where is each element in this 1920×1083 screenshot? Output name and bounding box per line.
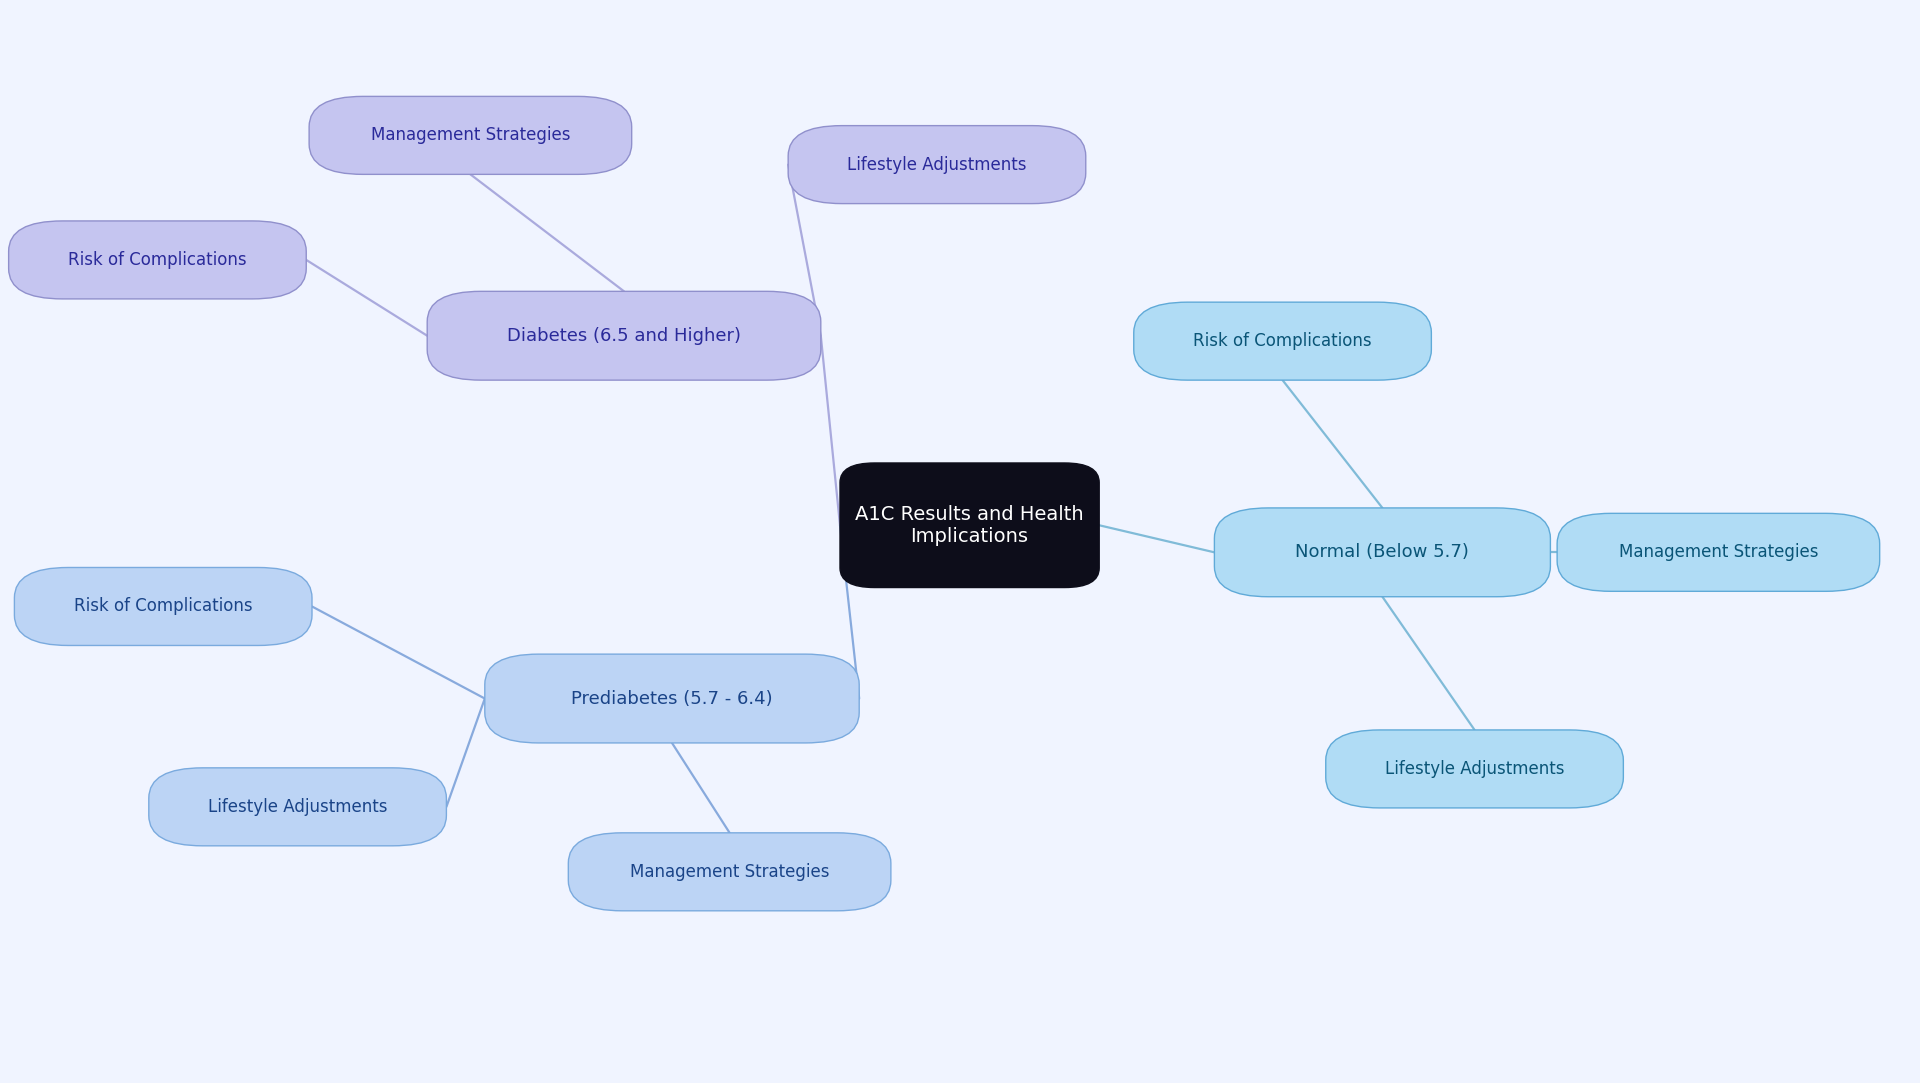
FancyBboxPatch shape — [1133, 302, 1432, 380]
Text: Lifestyle Adjustments: Lifestyle Adjustments — [847, 156, 1027, 173]
FancyBboxPatch shape — [568, 833, 891, 911]
FancyBboxPatch shape — [150, 768, 445, 846]
FancyBboxPatch shape — [309, 96, 632, 174]
Text: Prediabetes (5.7 - 6.4): Prediabetes (5.7 - 6.4) — [570, 690, 774, 707]
Text: Normal (Below 5.7): Normal (Below 5.7) — [1296, 544, 1469, 561]
Text: Risk of Complications: Risk of Complications — [73, 598, 253, 615]
Text: Management Strategies: Management Strategies — [1619, 544, 1818, 561]
FancyBboxPatch shape — [428, 291, 822, 380]
FancyBboxPatch shape — [787, 126, 1087, 204]
Text: Diabetes (6.5 and Higher): Diabetes (6.5 and Higher) — [507, 327, 741, 344]
FancyBboxPatch shape — [1325, 730, 1624, 808]
Text: A1C Results and Health
Implications: A1C Results and Health Implications — [854, 505, 1085, 546]
Text: Management Strategies: Management Strategies — [630, 863, 829, 880]
Text: Lifestyle Adjustments: Lifestyle Adjustments — [1384, 760, 1565, 778]
FancyBboxPatch shape — [1557, 513, 1880, 591]
Text: Risk of Complications: Risk of Complications — [67, 251, 248, 269]
Text: Risk of Complications: Risk of Complications — [1192, 332, 1373, 350]
FancyBboxPatch shape — [841, 464, 1098, 587]
FancyBboxPatch shape — [1213, 508, 1549, 597]
Text: Management Strategies: Management Strategies — [371, 127, 570, 144]
Text: Lifestyle Adjustments: Lifestyle Adjustments — [207, 798, 388, 815]
FancyBboxPatch shape — [484, 654, 858, 743]
FancyBboxPatch shape — [15, 567, 311, 645]
FancyBboxPatch shape — [10, 221, 307, 299]
